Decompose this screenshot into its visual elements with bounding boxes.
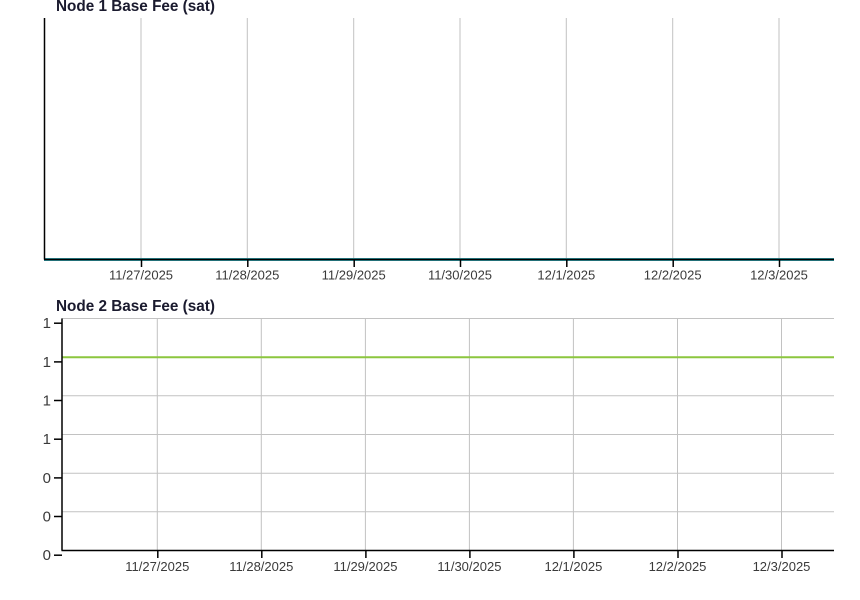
svg-text:11/29/2025: 11/29/2025 [322,268,386,283]
svg-text:11/28/2025: 11/28/2025 [215,268,279,283]
svg-text:12/1/2025: 12/1/2025 [544,559,602,574]
svg-text:1: 1 [43,393,51,410]
svg-text:11/27/2025: 11/27/2025 [125,559,189,574]
svg-text:0: 0 [43,470,51,487]
svg-text:11/29/2025: 11/29/2025 [333,559,397,574]
svg-text:0: 0 [43,509,51,526]
svg-text:1: 1 [43,354,51,371]
svg-text:1: 1 [43,431,51,448]
svg-text:0: 0 [43,547,51,564]
svg-text:12/1/2025: 12/1/2025 [537,268,595,283]
svg-text:11/28/2025: 11/28/2025 [229,559,293,574]
svg-text:12/2/2025: 12/2/2025 [644,268,702,283]
svg-text:11/27/2025: 11/27/2025 [109,268,173,283]
svg-text:12/2/2025: 12/2/2025 [649,559,707,574]
svg-text:12/3/2025: 12/3/2025 [750,268,808,283]
svg-text:11/30/2025: 11/30/2025 [428,268,492,283]
svg-text:11/30/2025: 11/30/2025 [437,559,501,574]
svg-text:12/3/2025: 12/3/2025 [753,559,811,574]
svg-text:1: 1 [43,315,51,332]
